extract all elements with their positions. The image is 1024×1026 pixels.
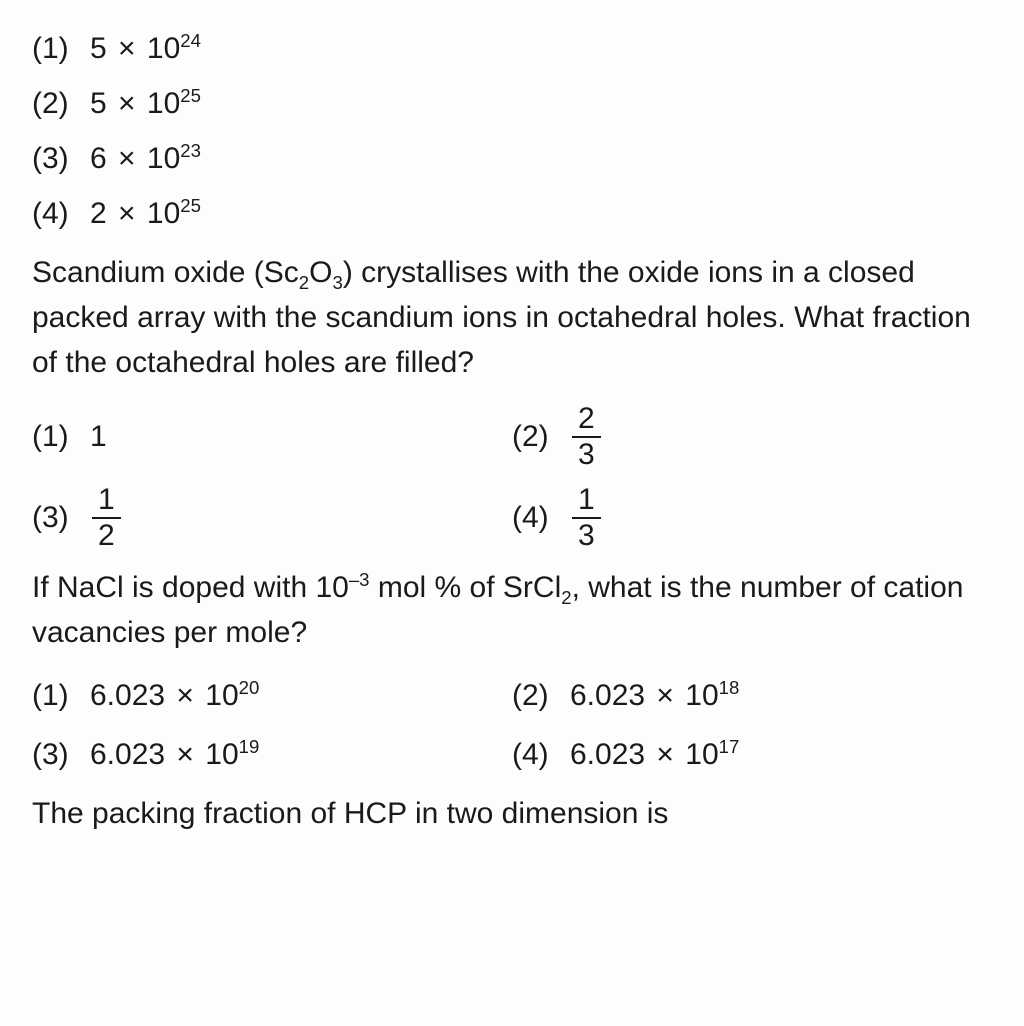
option-value: 6.023 × 1019 xyxy=(90,732,259,777)
option-value: 5 × 1025 xyxy=(90,81,201,126)
option-label: (1) xyxy=(32,414,90,459)
q3-text: If NaCl is doped with 10–3 mol % of SrCl… xyxy=(32,565,992,655)
option-value: 2 × 1025 xyxy=(90,191,201,236)
option-value: 5 × 1024 xyxy=(90,26,201,71)
q3-option-2: (2) 6.023 × 1018 xyxy=(512,673,992,718)
q3-option-4: (4) 6.023 × 1017 xyxy=(512,732,992,777)
option-value: 6.023 × 1018 xyxy=(570,673,739,718)
q3-option-1: (1) 6.023 × 1020 xyxy=(32,673,512,718)
option-label: (2) xyxy=(512,673,570,718)
q2-option-4: (4) 1 3 xyxy=(512,484,992,551)
option-label: (3) xyxy=(32,732,90,777)
option-label: (3) xyxy=(32,495,90,540)
fraction: 2 3 xyxy=(572,403,601,470)
q2-text: Scandium oxide (Sc2O3) crystallises with… xyxy=(32,250,992,385)
q1-option-4: (4) 2 × 1025 xyxy=(32,191,992,236)
option-label: (4) xyxy=(512,495,570,540)
option-label: (2) xyxy=(512,414,570,459)
fraction: 1 2 xyxy=(92,484,121,551)
q3-option-3: (3) 6.023 × 1019 xyxy=(32,732,512,777)
fraction: 1 3 xyxy=(572,484,601,551)
option-value: 6.023 × 1020 xyxy=(90,673,259,718)
q2-option-1: (1) 1 xyxy=(32,403,512,470)
q1-options: (1) 5 × 1024 (2) 5 × 1025 (3) 6 × 1023 (… xyxy=(32,26,992,236)
option-label: (4) xyxy=(512,732,570,777)
q1-option-2: (2) 5 × 1025 xyxy=(32,81,992,126)
q2-option-3: (3) 1 2 xyxy=(32,484,512,551)
option-label: (2) xyxy=(32,81,90,126)
q3-options: (1) 6.023 × 1020 (2) 6.023 × 1018 (3) 6.… xyxy=(32,673,992,777)
q1-option-3: (3) 6 × 1023 xyxy=(32,136,992,181)
option-label: (3) xyxy=(32,136,90,181)
option-value: 6.023 × 1017 xyxy=(570,732,739,777)
option-label: (4) xyxy=(32,191,90,236)
option-label: (1) xyxy=(32,673,90,718)
q2-option-2: (2) 2 3 xyxy=(512,403,992,470)
q1-option-1: (1) 5 × 1024 xyxy=(32,26,992,71)
q4-text: The packing fraction of HCP in two dimen… xyxy=(32,791,992,836)
option-value: 1 xyxy=(90,414,107,459)
option-label: (1) xyxy=(32,26,90,71)
option-value: 6 × 1023 xyxy=(90,136,201,181)
q2-options: (1) 1 (2) 2 3 (3) 1 2 (4) 1 3 xyxy=(32,403,992,551)
